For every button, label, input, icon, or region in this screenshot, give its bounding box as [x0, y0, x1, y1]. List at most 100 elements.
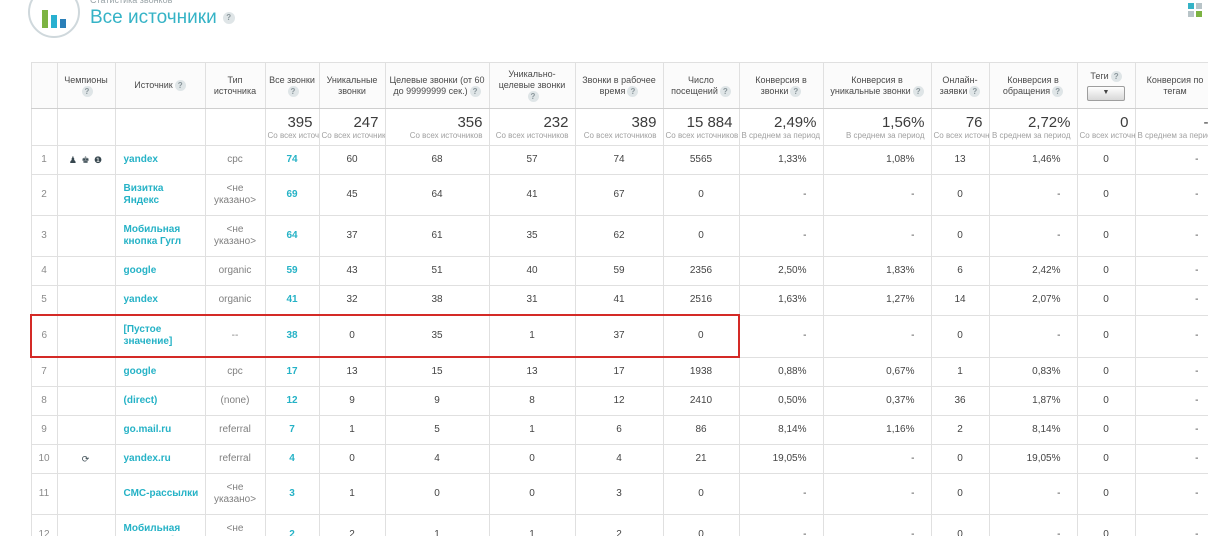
column-header-worktime_calls[interactable]: Звонки в рабочее время?	[574, 61, 664, 110]
cell-unique_calls: 45	[318, 174, 386, 217]
column-header-conv_unique_calls[interactable]: Конверсия в уникальные звонки?	[822, 61, 932, 110]
summary-sublabel: Со всех источников	[409, 131, 483, 141]
cell-unique_calls: 13	[318, 356, 386, 388]
column-header-num[interactable]	[30, 61, 58, 110]
help-icon[interactable]: ?	[790, 85, 802, 97]
column-header-conv_calls[interactable]: Конверсия в звонки?	[738, 61, 824, 110]
row-number: 8	[30, 386, 58, 417]
cell-unique_calls: 0	[318, 314, 386, 359]
cell-conv_calls: 2,50%	[738, 256, 824, 287]
column-label: Звонки в рабочее время	[582, 74, 656, 96]
cell-unique_target_calls: 0	[488, 473, 576, 516]
cell-conv_calls: -	[738, 514, 824, 536]
cell-conv_unique_calls: -	[822, 174, 932, 217]
cell-conv_tags: -	[1134, 415, 1208, 446]
cell-conv_tags: -	[1134, 215, 1208, 258]
cell-conv_unique_calls: -	[822, 314, 932, 358]
column-header-conv_tags[interactable]: Конверсия по тегам	[1134, 61, 1208, 110]
source-link[interactable]: Мобильная кнопка Гугл	[123, 224, 182, 248]
help-icon[interactable]: ?	[1110, 70, 1122, 82]
source-link[interactable]: go.mail.ru	[123, 424, 172, 436]
cell-worktime_calls: 62	[574, 215, 664, 258]
source-cell: СМС-рассылки	[114, 473, 206, 516]
column-header-champions[interactable]: Чемпионы?	[56, 61, 116, 110]
cell-tags: 0	[1076, 215, 1136, 258]
cell-conv_tags: -	[1134, 444, 1208, 475]
table-row: 4 google organic 59 43 51 40 59 2356 2,50% 1,83% 6 2…	[30, 256, 1208, 287]
cell-target_calls: 68	[384, 145, 490, 176]
column-header-tags[interactable]: Теги? ▼	[1076, 61, 1136, 110]
cell-target_calls: 0	[384, 473, 490, 516]
column-header-type[interactable]: Тип источника	[204, 61, 266, 110]
column-label: Все звонки	[269, 74, 315, 85]
cell-tags: 0	[1076, 444, 1136, 475]
widget-icon[interactable]	[1188, 3, 1202, 17]
cell-tags: 0	[1076, 174, 1136, 217]
source-link[interactable]: yandex.ru	[123, 453, 171, 465]
cell-visits: 2516	[662, 285, 740, 316]
cell-conv_calls: -	[738, 215, 824, 258]
source-link[interactable]: (direct)	[123, 395, 158, 407]
source-type-cell: <не указано>	[204, 473, 266, 516]
cell-online_requests: 14	[930, 285, 990, 316]
column-header-conv_appeals[interactable]: Конверсия в обращения?	[988, 61, 1078, 110]
source-link[interactable]: Визитка Яндекс	[123, 183, 164, 207]
help-icon[interactable]: ?	[287, 85, 299, 97]
cell-visits: 2410	[662, 386, 740, 417]
cell-all_calls: 12	[264, 386, 320, 417]
title-help-icon[interactable]: ?	[222, 12, 235, 24]
cell-conv_tags: -	[1134, 145, 1208, 176]
summary-value: 2,72%	[1027, 114, 1071, 132]
source-link[interactable]: [Пустое значение]	[123, 324, 173, 348]
cell-unique_target_calls: 35	[488, 215, 576, 258]
column-header-unique_calls[interactable]: Уникальные звонки	[318, 61, 386, 110]
table-row: 6 [Пустое значение] -- 38 0 35 1 37 0- -0-0-	[30, 314, 1208, 359]
help-icon[interactable]: ?	[81, 85, 93, 97]
help-icon[interactable]: ?	[527, 91, 539, 103]
source-link[interactable]: СМС-рассылки	[123, 488, 199, 500]
cell-all_calls: 74	[264, 145, 320, 176]
cell-worktime_calls: 12	[574, 386, 664, 417]
column-header-all_calls[interactable]: Все звонки?	[264, 61, 320, 110]
help-icon[interactable]: ?	[469, 85, 481, 97]
cell-conv_unique_calls: 1,16%	[822, 415, 932, 446]
column-header-unique_target_calls[interactable]: Уникально-целевые звонки?	[488, 61, 576, 110]
source-link[interactable]: google	[123, 265, 157, 277]
help-icon[interactable]: ?	[969, 85, 981, 97]
source-type-cell: organic	[204, 256, 266, 287]
help-icon[interactable]: ?	[627, 85, 639, 97]
source-cell: go.mail.ru	[114, 415, 206, 446]
column-header-online_requests[interactable]: Онлайн-заявки?	[930, 61, 990, 110]
cell-target_calls: 64	[384, 174, 490, 217]
source-cell: yandex	[114, 285, 206, 316]
table-row: 2 Визитка Яндекс <не указано> 69 45 64 41 67 0- -…	[30, 174, 1208, 217]
cell-unique_target_calls: 13	[488, 356, 576, 388]
cell-visits: 0	[662, 215, 740, 258]
source-link[interactable]: yandex	[123, 154, 158, 166]
column-header-source[interactable]: Источник?	[114, 61, 206, 110]
cell-worktime_calls: 2	[574, 514, 664, 536]
help-icon[interactable]: ?	[912, 85, 924, 97]
champion-icons: ♟ ♚ ❶	[56, 145, 116, 176]
cell-conv_calls: 19,05%	[738, 444, 824, 475]
cell-conv_unique_calls: 0,37%	[822, 386, 932, 417]
summary-sublabel: Со всех источников	[1079, 131, 1135, 141]
help-icon[interactable]: ?	[174, 80, 186, 92]
cell-worktime_calls: 3	[574, 473, 664, 516]
sources-table: Чемпионы? Источник? Тип источника Все звонк…	[30, 61, 1208, 536]
source-link[interactable]: yandex	[123, 294, 158, 306]
column-header-visits[interactable]: Число посещений?	[662, 61, 740, 110]
source-type-cell: referral	[204, 415, 266, 446]
summary-sublabel: Со всех источников	[321, 131, 385, 141]
help-icon[interactable]: ?	[1052, 85, 1064, 97]
tags-dropdown-button[interactable]: ▼	[1087, 85, 1125, 101]
cell-all_calls: 7	[264, 415, 320, 446]
column-label: Число посещений	[671, 74, 718, 96]
help-icon[interactable]: ?	[719, 85, 731, 97]
source-link[interactable]: google	[123, 366, 157, 378]
source-link[interactable]: Мобильная кнопка Общая	[123, 523, 194, 536]
summary-sublabel: В среднем за период	[845, 131, 925, 141]
cell-unique_target_calls: 1	[488, 314, 576, 359]
row-number: 11	[30, 473, 58, 516]
column-header-target_calls[interactable]: Целевые звонки (от 60 до 99999999 сек.)?	[384, 61, 490, 110]
